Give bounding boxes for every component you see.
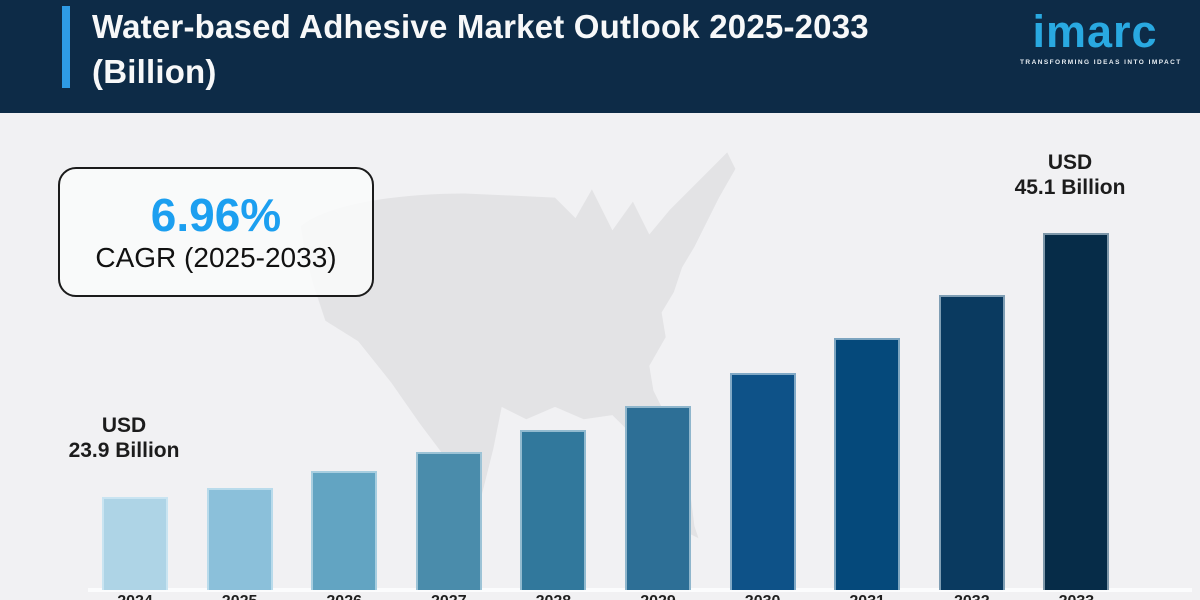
- last-bar-value-line1: USD: [1047, 151, 1093, 174]
- imarc-logo-text: imarc: [1032, 6, 1158, 57]
- title-accent-bar: [62, 6, 70, 88]
- bar-2029: [625, 406, 691, 590]
- bar-2026: [311, 471, 378, 590]
- x-axis-label-2026: 2026: [326, 593, 362, 600]
- bar-2025: [206, 488, 273, 590]
- x-axis-label-2027: 2027: [431, 593, 467, 600]
- header: Water-based Adhesive Market Outlook 2025…: [0, 0, 1200, 113]
- chart-area: 6.96% CAGR (2025-2033) USD 23.9 Billion …: [0, 113, 1200, 600]
- first-bar-value-line1: USD: [101, 414, 147, 437]
- cagr-box: 6.96% CAGR (2025-2033): [58, 167, 374, 297]
- imarc-logo: imarc TRANSFORMING IDEAS INTO IMPACT: [1020, 6, 1182, 66]
- x-axis-label-2028: 2028: [536, 593, 572, 600]
- x-axis-line: [88, 588, 1192, 592]
- x-axis-label-2031: 2031: [849, 593, 885, 600]
- page-title: Water-based Adhesive Market Outlook 2025…: [92, 8, 869, 90]
- first-bar-value-line2: 23.9 Billion: [68, 439, 180, 462]
- imarc-logo-tagline: TRANSFORMING IDEAS INTO IMPACT: [1020, 59, 1182, 66]
- first-bar-value-label: USD 23.9 Billion: [24, 413, 224, 463]
- bar-2028: [520, 430, 587, 590]
- cagr-value: 6.96%: [150, 189, 282, 241]
- bar-2027: [415, 452, 482, 590]
- us-map-silhouette: [300, 152, 736, 539]
- last-bar-value-label: USD 45.1 Billion: [970, 150, 1170, 200]
- x-axis-label-2030: 2030: [745, 593, 781, 600]
- cagr-label: CAGR (2025-2033): [95, 242, 337, 273]
- bar-2024: [102, 497, 168, 590]
- x-axis-label-2032: 2032: [954, 593, 990, 600]
- bar-2032: [938, 295, 1005, 590]
- bar-2033: [1043, 233, 1110, 590]
- last-bar-value-line2: 45.1 Billion: [1014, 176, 1126, 199]
- x-axis-label-2029: 2029: [640, 593, 676, 600]
- bars: 2024 2025 2026 2027 2028 2029 2030 2031 2032 2033: [0, 113, 1200, 600]
- x-axis-label-2033: 2033: [1059, 593, 1095, 600]
- bar-2030: [729, 373, 796, 590]
- bar-2031: [834, 338, 901, 590]
- x-axis-label-2025: 2025: [222, 593, 258, 600]
- x-axis-label-2024: 2024: [117, 593, 153, 600]
